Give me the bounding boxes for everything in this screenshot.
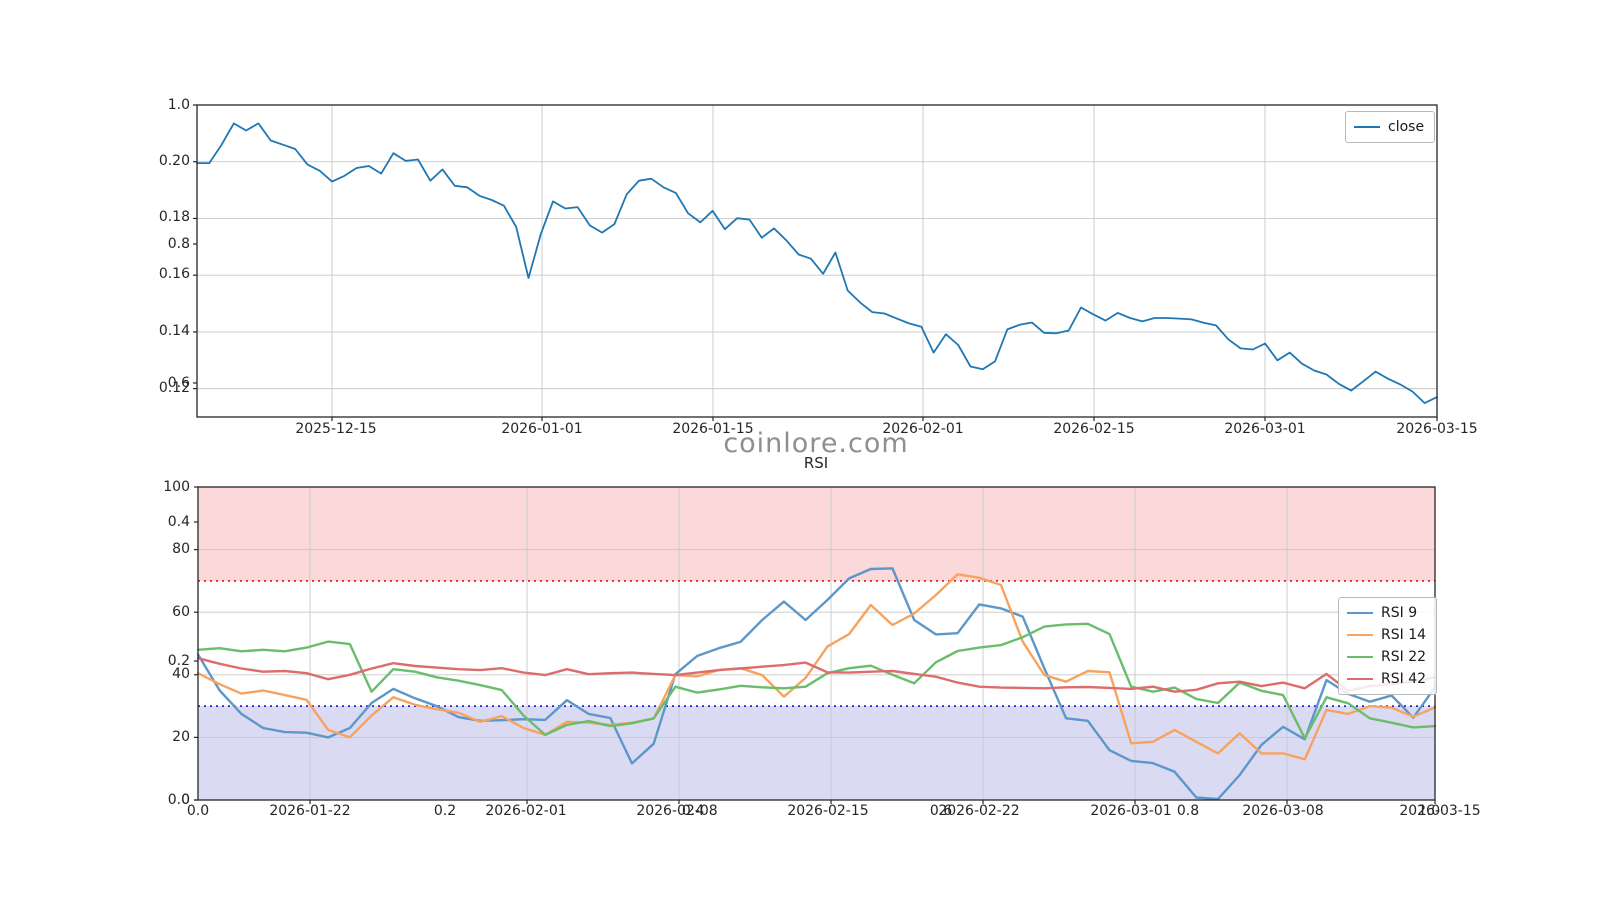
x-tick-label: 0.6: [929, 803, 953, 819]
x-tick-label: 1.0: [1417, 803, 1441, 819]
x-tick-label: 2026-01-01: [501, 421, 583, 437]
y-tick-label: 100: [163, 479, 190, 495]
x-tick-label: 0.8: [1176, 803, 1200, 819]
y-tick-label: 0.16: [158, 266, 190, 282]
watermark: coinlore.com: [723, 428, 909, 459]
x-tick-label: 2026-02-15: [787, 803, 869, 819]
legend-label: close: [1388, 119, 1425, 135]
x-tick-label: 2026-03-01: [1224, 421, 1306, 437]
rsi22-line-swatch: [1347, 656, 1373, 658]
rsi14-line-swatch: [1347, 634, 1373, 636]
y-tick-label: 40: [172, 666, 190, 682]
y-tick-label: 0.4: [167, 514, 190, 530]
x-tick-label: 0.0: [186, 803, 210, 819]
legend-item-rsi14: RSI 14: [1347, 624, 1426, 646]
y-tick-label: 0: [181, 792, 190, 808]
y-tick-label: 80: [172, 541, 190, 557]
x-tick-label: 2026-01-22: [269, 803, 351, 819]
y-tick-label: 0.18: [158, 209, 190, 225]
x-tick-label: 2026-02-01: [882, 421, 964, 437]
y-tick-label: 0.20: [158, 153, 190, 169]
rsi-chart: [194, 486, 1437, 804]
y-tick-label: 0.12: [158, 380, 190, 396]
x-tick-label: 2026-02-08: [636, 803, 718, 819]
close-line-swatch: [1354, 126, 1380, 128]
rsi42-line-swatch: [1347, 678, 1373, 680]
x-tick-label: 2026-02-01: [485, 803, 567, 819]
y-tick-label: 0.8: [167, 236, 190, 252]
x-tick-label: 0.2: [433, 803, 457, 819]
legend-item-rsi42: RSI 42: [1347, 668, 1426, 690]
x-tick-label: 2026-03-15: [1399, 803, 1481, 819]
x-tick-label: 2026-03-08: [1242, 803, 1324, 819]
y-tick-label: 0.6: [167, 375, 190, 391]
x-tick-label: 0.4: [681, 803, 705, 819]
y-tick-label: 0.14: [158, 323, 190, 339]
x-tick-label: 2025-12-15: [295, 421, 377, 437]
y-tick-label: 0.0: [167, 792, 190, 808]
y-tick-label: 1.0: [167, 97, 190, 113]
legend-label: RSI 22: [1381, 649, 1427, 665]
x-tick-label: 2026-01-15: [672, 421, 754, 437]
y-tick-label: 0.2: [167, 653, 190, 669]
rsi9-line-swatch: [1347, 612, 1373, 614]
rsi-chart-title: RSI: [803, 454, 829, 472]
legend-item-close: close: [1354, 116, 1424, 138]
price-legend: close: [1345, 111, 1436, 143]
legend-label: RSI 9: [1381, 605, 1418, 621]
rsi-legend: RSI 9 RSI 14 RSI 22 RSI 42: [1338, 597, 1438, 695]
x-tick-label: 2026-02-15: [1053, 421, 1135, 437]
legend-item-rsi22: RSI 22: [1347, 646, 1426, 668]
x-tick-label: 2026-02-22: [938, 803, 1020, 819]
legend-label: RSI 14: [1381, 627, 1427, 643]
y-tick-label: 20: [172, 729, 190, 745]
y-tick-label: 60: [172, 604, 190, 620]
x-tick-label: 2026-03-15: [1396, 421, 1478, 437]
price-chart: [193, 104, 1438, 421]
x-tick-label: 2026-03-01: [1090, 803, 1172, 819]
legend-label: RSI 42: [1381, 671, 1427, 687]
legend-item-rsi9: RSI 9: [1347, 602, 1426, 624]
